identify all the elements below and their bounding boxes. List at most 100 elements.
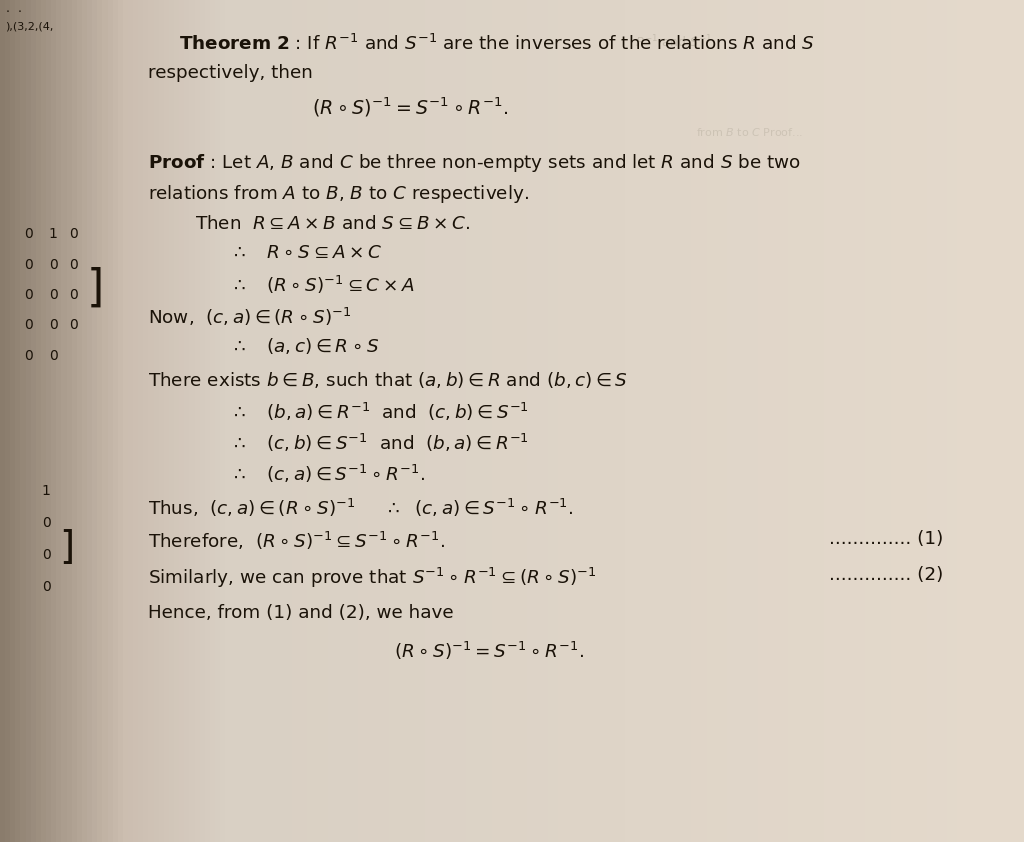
Bar <box>937 0 943 842</box>
Bar <box>876 0 882 842</box>
Bar <box>686 0 692 842</box>
Bar <box>174 0 180 842</box>
Bar <box>922 0 928 842</box>
Text: $(R \circ S)^{-1} = S^{-1} \circ R^{-1}.$: $(R \circ S)^{-1} = S^{-1} \circ R^{-1}.… <box>312 95 509 119</box>
Bar <box>655 0 662 842</box>
Bar <box>886 0 892 842</box>
Bar <box>282 0 288 842</box>
Bar <box>942 0 948 842</box>
Bar <box>947 0 953 842</box>
Text: relations from $A$ to $B$, $B$ to $C$ respectively.: relations from $A$ to $B$, $B$ to $C$ re… <box>148 183 529 205</box>
Bar <box>712 0 718 842</box>
Bar <box>522 0 528 842</box>
Bar <box>1014 0 1020 842</box>
Bar <box>128 0 134 842</box>
Bar <box>481 0 487 842</box>
Bar <box>26 0 32 842</box>
Text: Similarly, we can prove that $S^{-1} \circ R^{-1} \subseteq (R \circ S)^{-1}$: Similarly, we can prove that $S^{-1} \ci… <box>148 566 597 590</box>
Bar <box>51 0 57 842</box>
Bar <box>118 0 124 842</box>
Bar <box>246 0 252 842</box>
Bar <box>415 0 421 842</box>
Bar <box>92 0 98 842</box>
Text: .............. (1): .............. (1) <box>829 530 944 547</box>
Bar <box>102 0 109 842</box>
Bar <box>732 0 738 842</box>
Bar <box>620 0 626 842</box>
Text: .............. (2): .............. (2) <box>829 566 944 584</box>
Bar <box>973 0 979 842</box>
Text: ),(3,2,(4,: ),(3,2,(4, <box>5 21 53 31</box>
Text: 0: 0 <box>49 318 57 333</box>
Bar <box>36 0 42 842</box>
Bar <box>717 0 723 842</box>
Text: There exists $b \in B$, such that $(a, b) \in R$ and $(b, c) \in S$: There exists $b \in B$, such that $(a, b… <box>148 370 629 390</box>
Bar <box>891 0 897 842</box>
Bar <box>184 0 190 842</box>
Bar <box>532 0 539 842</box>
Bar <box>932 0 938 842</box>
Bar <box>952 0 958 842</box>
Bar <box>824 0 830 842</box>
Bar <box>236 0 242 842</box>
Text: 1: 1 <box>49 227 57 242</box>
Text: $R^{-1}$ and $S^{-1}$: $R^{-1}$ and $S^{-1}$ <box>635 34 712 51</box>
Bar <box>358 0 365 842</box>
Bar <box>230 0 237 842</box>
Text: $\therefore$   $(c, b) \in S^{-1}$  and  $(b, a) \in R^{-1}$: $\therefore$ $(c, b) \in S^{-1}$ and $(b… <box>230 432 529 454</box>
Bar <box>133 0 139 842</box>
Bar <box>957 0 964 842</box>
Bar <box>389 0 395 842</box>
Bar <box>77 0 83 842</box>
Bar <box>799 0 805 842</box>
Bar <box>707 0 713 842</box>
Bar <box>809 0 815 842</box>
Bar <box>916 0 923 842</box>
Bar <box>445 0 452 842</box>
Text: 0: 0 <box>70 258 78 272</box>
Bar <box>538 0 544 842</box>
Bar <box>138 0 144 842</box>
Bar <box>594 0 600 842</box>
Bar <box>983 0 989 842</box>
Text: ]: ] <box>87 266 104 310</box>
Bar <box>353 0 359 842</box>
Bar <box>486 0 493 842</box>
Bar <box>855 0 861 842</box>
Bar <box>794 0 800 842</box>
Text: $\mathbf{Proof}$ : Let $A$, $B$ and $C$ be three non-empty sets and let $R$ and : $\mathbf{Proof}$ : Let $A$, $B$ and $C$ … <box>148 152 801 173</box>
Bar <box>1004 0 1010 842</box>
Bar <box>865 0 871 842</box>
Bar <box>804 0 810 842</box>
Bar <box>666 0 672 842</box>
Bar <box>15 0 22 842</box>
Bar <box>881 0 887 842</box>
Bar <box>369 0 375 842</box>
Text: 0: 0 <box>25 349 33 363</box>
Bar <box>123 0 129 842</box>
Bar <box>317 0 324 842</box>
Text: 0: 0 <box>25 288 33 302</box>
Bar <box>589 0 595 842</box>
Bar <box>164 0 170 842</box>
Bar <box>399 0 406 842</box>
Bar <box>845 0 851 842</box>
Bar <box>456 0 462 842</box>
Bar <box>660 0 667 842</box>
Text: 0: 0 <box>25 258 33 272</box>
Bar <box>773 0 779 842</box>
Bar <box>343 0 349 842</box>
Bar <box>256 0 262 842</box>
Text: Hence, from (1) and (2), we have: Hence, from (1) and (2), we have <box>148 604 454 621</box>
Text: $\therefore$   $(R \circ S)^{-1} \subseteq C \times A$: $\therefore$ $(R \circ S)^{-1} \subseteq… <box>230 274 415 296</box>
Bar <box>271 0 278 842</box>
Bar <box>579 0 585 842</box>
Bar <box>297 0 303 842</box>
Bar <box>476 0 482 842</box>
Bar <box>451 0 457 842</box>
Bar <box>814 0 820 842</box>
Bar <box>829 0 836 842</box>
Bar <box>31 0 37 842</box>
Bar <box>307 0 313 842</box>
Bar <box>41 0 47 842</box>
